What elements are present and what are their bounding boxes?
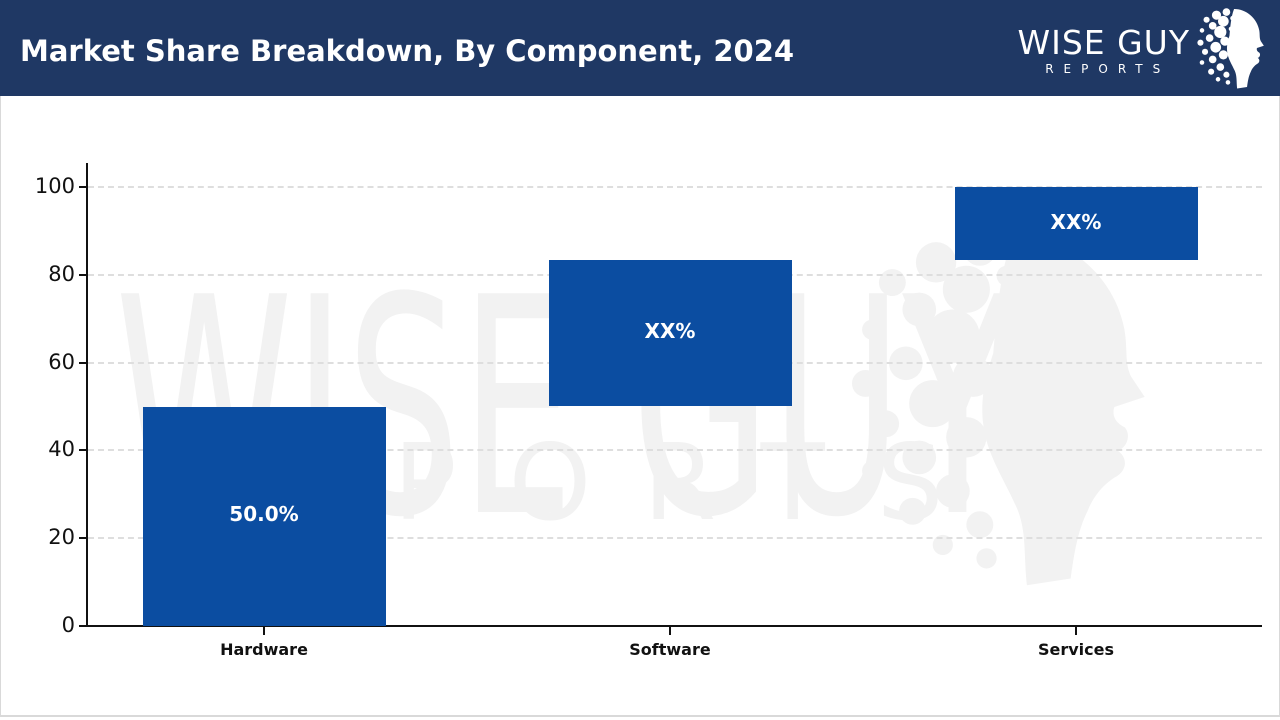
brand-logo-text: WISE GUY REPORTS <box>1017 26 1190 76</box>
category-label-services: Services <box>1037 640 1115 659</box>
bar-hardware <box>142 406 386 626</box>
ytick-label-80: 80 <box>48 261 75 286</box>
bar-software <box>548 260 792 407</box>
ytick-mark-60 <box>79 361 88 364</box>
bar-label-hardware: 50.0% <box>229 502 299 527</box>
xtick-mark-software <box>669 626 671 635</box>
brand-logo: WISE GUY REPORTS <box>1017 6 1270 90</box>
bottom-rule <box>0 715 1280 717</box>
brand-subtitle: REPORTS <box>1045 61 1171 76</box>
x-axis-spine <box>88 625 1262 627</box>
gridline-20 <box>88 537 1262 540</box>
category-label-software: Software <box>629 640 711 659</box>
ytick-label-60: 60 <box>48 349 75 374</box>
bar-label-services: XX% <box>1050 209 1102 234</box>
xtick-mark-services <box>1075 626 1077 635</box>
chart-title: Market Share Breakdown, By Component, 20… <box>20 34 795 68</box>
header-bar: Market Share Breakdown, By Component, 20… <box>0 0 1280 96</box>
brand-face-icon <box>1197 8 1264 89</box>
category-label-hardware: Hardware <box>220 640 308 659</box>
gridline-40 <box>88 449 1262 452</box>
ytick-mark-100 <box>79 186 88 188</box>
ytick-label-100: 100 <box>34 174 75 198</box>
brand-name: WISE GUY <box>1017 23 1190 63</box>
ytick-mark-80 <box>79 273 88 276</box>
ytick-label-0: 0 <box>61 613 75 637</box>
gridline-100 <box>88 186 1262 188</box>
y-axis-spine <box>86 163 88 626</box>
ytick-label-20: 20 <box>48 525 75 550</box>
bar-label-software: XX% <box>644 319 696 344</box>
ytick-mark-20 <box>79 537 88 540</box>
ytick-mark-40 <box>79 449 88 452</box>
ytick-label-40: 40 <box>48 437 75 462</box>
ytick-mark-0 <box>79 625 88 627</box>
xtick-mark-hardware <box>263 626 265 635</box>
